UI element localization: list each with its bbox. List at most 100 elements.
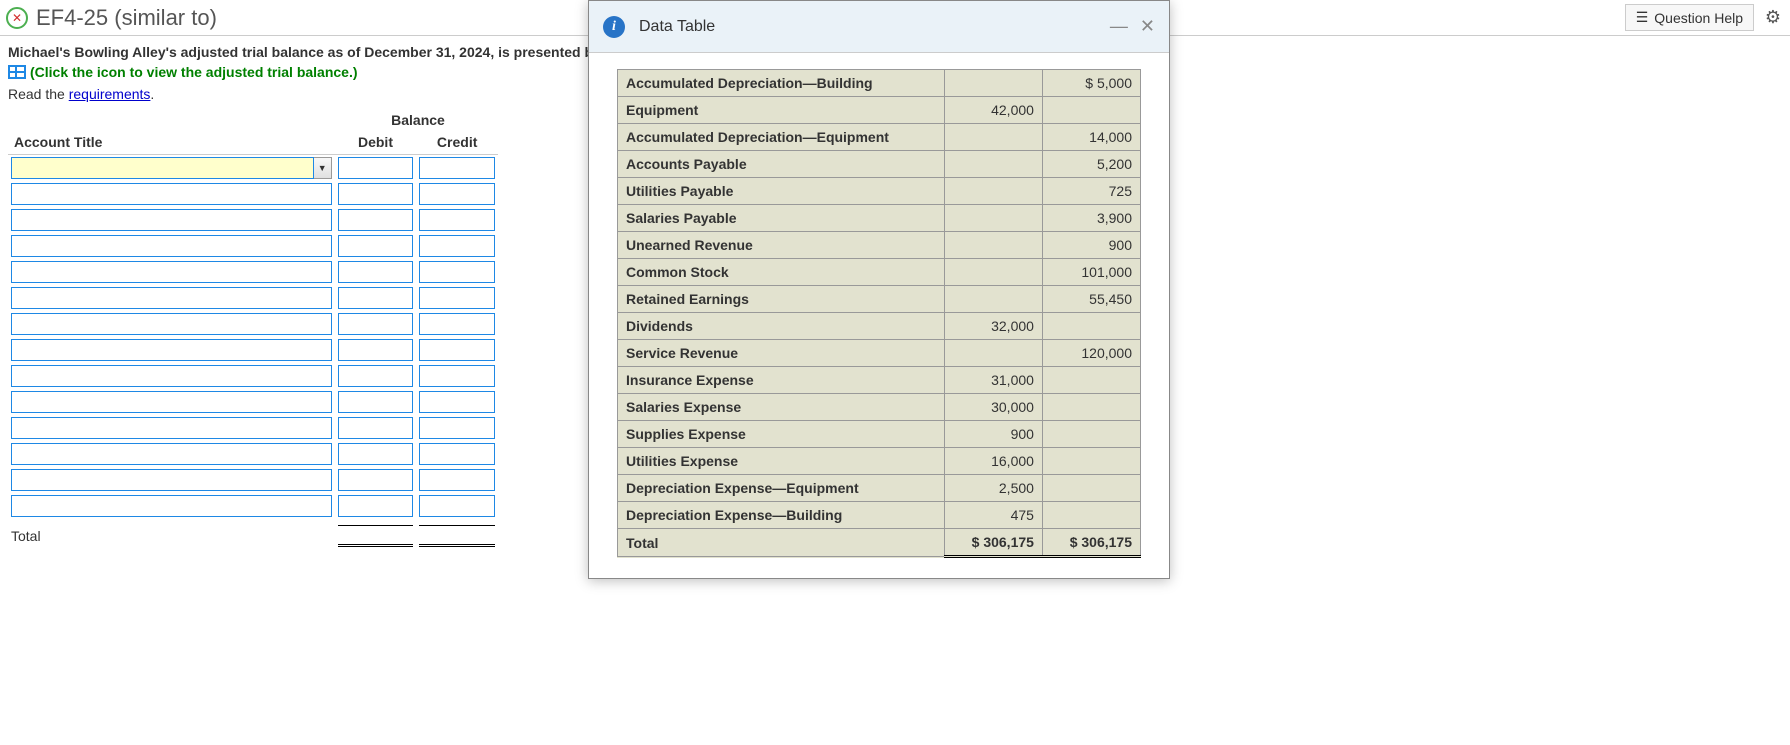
question-title: EF4-25 (similar to): [36, 5, 217, 31]
data-row-label: Dividends: [618, 313, 945, 340]
debit-input[interactable]: [338, 391, 414, 413]
credit-input[interactable]: [419, 417, 495, 439]
data-row-debit: 16,000: [944, 448, 1042, 475]
debit-input[interactable]: [338, 417, 414, 439]
modal-title: Data Table: [639, 18, 715, 36]
account-title-input[interactable]: [11, 235, 332, 257]
data-row-credit: [1042, 97, 1140, 124]
data-row-label: Depreciation Expense—Equipment: [618, 475, 945, 502]
balance-header: Balance: [8, 112, 498, 128]
total-label: Total: [8, 519, 335, 549]
data-row-debit: [944, 178, 1042, 205]
data-total-label: Total: [618, 529, 945, 557]
account-title-input[interactable]: [11, 365, 332, 387]
credit-input[interactable]: [419, 391, 495, 413]
data-row-label: Common Stock: [618, 259, 945, 286]
debit-input[interactable]: [338, 365, 414, 387]
data-row-debit: 42,000: [944, 97, 1042, 124]
data-row-label: Salaries Payable: [618, 205, 945, 232]
data-row-debit: [944, 124, 1042, 151]
debit-input[interactable]: [338, 443, 414, 465]
credit-input[interactable]: [419, 183, 495, 205]
credit-input[interactable]: [419, 261, 495, 283]
credit-input[interactable]: [419, 235, 495, 257]
account-title-input[interactable]: [11, 287, 332, 309]
credit-input[interactable]: [419, 157, 495, 179]
data-row-debit: [944, 286, 1042, 313]
account-title-input[interactable]: [11, 157, 314, 179]
data-row-debit: [944, 259, 1042, 286]
data-row-debit: 30,000: [944, 394, 1042, 421]
close-icon[interactable]: ✕: [1140, 16, 1155, 37]
credit-input[interactable]: [419, 443, 495, 465]
data-row-credit: [1042, 313, 1140, 340]
minimize-icon[interactable]: —: [1110, 16, 1128, 37]
data-row-credit: 14,000: [1042, 124, 1140, 151]
data-row-debit: [944, 205, 1042, 232]
debit-input[interactable]: [338, 287, 414, 309]
data-row-credit: 900: [1042, 232, 1140, 259]
worksheet-table: Account Title Debit Credit ▼ Total: [8, 130, 498, 549]
total-debit-box: [338, 525, 414, 547]
data-row-debit: [944, 151, 1042, 178]
question-help-button[interactable]: ☰ Question Help: [1625, 4, 1754, 31]
list-icon: ☰: [1636, 9, 1649, 26]
col-debit: Debit: [335, 130, 417, 155]
account-title-input[interactable]: [11, 261, 332, 283]
help-label: Question Help: [1654, 10, 1743, 26]
modal-header: i Data Table — ✕: [589, 1, 1169, 53]
account-title-input[interactable]: [11, 495, 332, 517]
data-row-label: Utilities Payable: [618, 178, 945, 205]
total-credit-box: [419, 525, 495, 547]
data-row-label: Utilities Expense: [618, 448, 945, 475]
info-icon: i: [603, 16, 625, 38]
requirements-link[interactable]: requirements: [69, 86, 151, 102]
credit-input[interactable]: [419, 339, 495, 361]
data-row-credit: 5,200: [1042, 151, 1140, 178]
data-row-credit: [1042, 367, 1140, 394]
col-account-title: Account Title: [8, 130, 335, 155]
data-row-debit: 32,000: [944, 313, 1042, 340]
account-title-input[interactable]: [11, 391, 332, 413]
data-row-credit: [1042, 421, 1140, 448]
credit-input[interactable]: [419, 313, 495, 335]
data-row-debit: [944, 70, 1042, 97]
gear-icon[interactable]: ⚙: [1762, 7, 1784, 29]
account-title-input[interactable]: [11, 183, 332, 205]
account-title-input[interactable]: [11, 443, 332, 465]
debit-input[interactable]: [338, 469, 414, 491]
account-title-input[interactable]: [11, 469, 332, 491]
data-row-label: Equipment: [618, 97, 945, 124]
credit-input[interactable]: [419, 365, 495, 387]
worksheet: Balance Account Title Debit Credit ▼ Tot…: [8, 112, 498, 549]
data-row-credit: $ 5,000: [1042, 70, 1140, 97]
data-row-label: Retained Earnings: [618, 286, 945, 313]
debit-input[interactable]: [338, 183, 414, 205]
data-row-debit: 2,500: [944, 475, 1042, 502]
col-credit: Credit: [416, 130, 498, 155]
debit-input[interactable]: [338, 495, 414, 517]
data-table: Accumulated Depreciation—Building$ 5,000…: [617, 69, 1141, 558]
account-title-input[interactable]: [11, 339, 332, 361]
credit-input[interactable]: [419, 287, 495, 309]
data-row-label: Unearned Revenue: [618, 232, 945, 259]
data-row-credit: 55,450: [1042, 286, 1140, 313]
data-row-debit: [944, 232, 1042, 259]
table-icon: [8, 65, 26, 79]
debit-input[interactable]: [338, 313, 414, 335]
data-table-modal: i Data Table — ✕ Accumulated Depreciatio…: [588, 0, 1170, 579]
account-title-input[interactable]: [11, 209, 332, 231]
account-dropdown-icon[interactable]: ▼: [314, 157, 332, 179]
credit-input[interactable]: [419, 469, 495, 491]
debit-input[interactable]: [338, 235, 414, 257]
account-title-input[interactable]: [11, 313, 332, 335]
data-row-credit: 120,000: [1042, 340, 1140, 367]
account-title-input[interactable]: [11, 417, 332, 439]
credit-input[interactable]: [419, 495, 495, 517]
debit-input[interactable]: [338, 261, 414, 283]
debit-input[interactable]: [338, 209, 414, 231]
debit-input[interactable]: [338, 339, 414, 361]
credit-input[interactable]: [419, 209, 495, 231]
debit-input[interactable]: [338, 157, 414, 179]
hint-text: (Click the icon to view the adjusted tri…: [30, 64, 358, 80]
